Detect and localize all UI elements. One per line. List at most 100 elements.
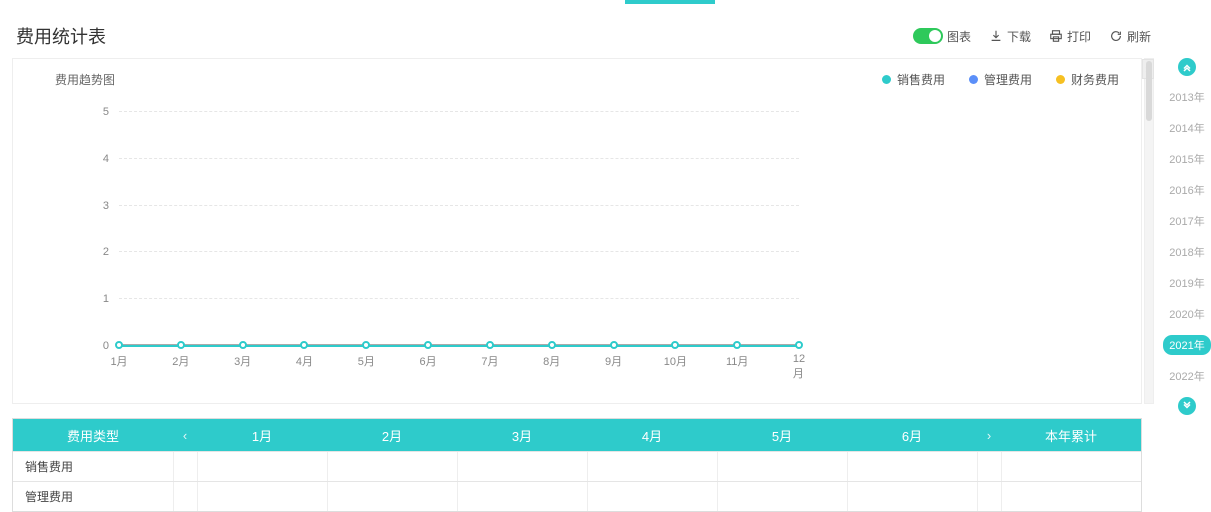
data-marker[interactable]	[733, 341, 741, 349]
cell	[847, 452, 977, 481]
x-tick-label: 2月	[172, 353, 189, 369]
y-gridline: 5	[119, 111, 799, 112]
year-option[interactable]: 2017年	[1163, 211, 1210, 231]
x-tick-label: 12月	[793, 353, 805, 381]
table-row: 管理费用	[13, 481, 1141, 511]
data-marker[interactable]	[486, 341, 494, 349]
cell	[327, 482, 457, 511]
legend-label: 管理费用	[984, 71, 1032, 88]
data-marker[interactable]	[424, 341, 432, 349]
data-marker[interactable]	[548, 341, 556, 349]
spacer	[173, 482, 197, 511]
year-down-button[interactable]	[1178, 397, 1196, 415]
y-tick-label: 5	[103, 106, 109, 118]
data-marker[interactable]	[362, 341, 370, 349]
data-marker[interactable]	[610, 341, 618, 349]
chart-card: 费用趋势图 销售费用管理费用财务费用 0123451月2月3月4月5月6月7月8…	[12, 58, 1142, 404]
legend-dot-icon	[969, 75, 978, 84]
cell	[327, 452, 457, 481]
x-tick-label: 6月	[420, 353, 437, 369]
toggle-switch-icon	[913, 28, 943, 44]
print-icon	[1049, 29, 1063, 43]
data-marker[interactable]	[115, 341, 123, 349]
scrollbar-thumb[interactable]	[1146, 61, 1152, 121]
cell	[587, 482, 717, 511]
cell	[717, 482, 847, 511]
expense-table: 费用类型‹1月2月3月4月5月6月›本年累计 销售费用管理费用	[12, 418, 1142, 512]
cell	[587, 452, 717, 481]
y-tick-label: 3	[103, 200, 109, 212]
year-option[interactable]: 2020年	[1163, 304, 1210, 324]
x-tick-label: 7月	[481, 353, 498, 369]
cell	[197, 482, 327, 511]
active-tab-indicator	[625, 0, 715, 4]
legend-item[interactable]: 销售费用	[882, 71, 945, 88]
refresh-button[interactable]: 刷新	[1109, 28, 1151, 45]
x-tick-label: 3月	[234, 353, 251, 369]
data-marker[interactable]	[239, 341, 247, 349]
spacer	[977, 452, 1001, 481]
table-body: 销售费用管理费用	[13, 451, 1141, 511]
download-icon	[989, 29, 1003, 43]
x-tick-label: 11月	[726, 353, 748, 369]
y-tick-label: 0	[103, 340, 109, 352]
row-total	[1001, 452, 1141, 481]
y-gridline: 0	[119, 345, 799, 346]
year-rail: 2013年 2014年 2015年 2016年 2017年 2018年 2019年 2020年…	[1163, 58, 1211, 415]
data-marker[interactable]	[177, 341, 185, 349]
chevron-down-icon	[1182, 401, 1192, 411]
x-tick-label: 1月	[110, 353, 127, 369]
download-label: 下载	[1007, 28, 1031, 45]
col-month: 6月	[847, 426, 977, 445]
year-option[interactable]: 2018年	[1163, 242, 1210, 262]
print-button[interactable]: 打印	[1049, 28, 1091, 45]
cell	[717, 452, 847, 481]
y-gridline: 1	[119, 298, 799, 299]
year-option[interactable]: 2021年	[1163, 335, 1210, 355]
legend-dot-icon	[1056, 75, 1065, 84]
x-axis	[119, 344, 799, 345]
table-prev-button[interactable]: ‹	[173, 428, 197, 443]
x-tick-label: 9月	[605, 353, 622, 369]
col-expense-type: 费用类型	[13, 426, 173, 445]
year-option[interactable]: 2013年	[1163, 87, 1210, 107]
row-label: 管理费用	[13, 482, 173, 511]
legend-item[interactable]: 管理费用	[969, 71, 1032, 88]
legend-item[interactable]: 财务费用	[1056, 71, 1119, 88]
download-button[interactable]: 下载	[989, 28, 1031, 45]
toolbar: 图表 下载 打印 刷新	[913, 28, 1151, 45]
year-up-button[interactable]	[1178, 58, 1196, 76]
refresh-label: 刷新	[1127, 28, 1151, 45]
year-option[interactable]: 2016年	[1163, 180, 1210, 200]
spacer	[173, 452, 197, 481]
table-header: 费用类型‹1月2月3月4月5月6月›本年累计	[13, 419, 1141, 451]
year-option[interactable]: 2022年	[1163, 366, 1210, 386]
x-tick-label: 8月	[543, 353, 560, 369]
scrollbar[interactable]: »	[1144, 58, 1154, 404]
spacer	[977, 482, 1001, 511]
year-option[interactable]: 2019年	[1163, 273, 1210, 293]
chevron-up-icon	[1182, 62, 1192, 72]
table-row: 销售费用	[13, 451, 1141, 481]
header: 费用统计表 图表 下载 打印 刷新	[16, 18, 1151, 54]
x-tick-label: 10月	[664, 353, 687, 369]
x-tick-label: 4月	[296, 353, 313, 369]
chart-plot-area: 0123451月2月3月4月5月6月7月8月9月10月11月12月	[119, 111, 799, 345]
cell	[457, 452, 587, 481]
data-marker[interactable]	[671, 341, 679, 349]
chart-toggle[interactable]: 图表	[913, 28, 971, 45]
year-option[interactable]: 2014年	[1163, 118, 1210, 138]
chart-legend: 销售费用 管理费用 财务费用	[882, 71, 1119, 88]
data-marker[interactable]	[795, 341, 803, 349]
data-marker[interactable]	[300, 341, 308, 349]
x-tick-label: 5月	[358, 353, 375, 369]
refresh-icon	[1109, 29, 1123, 43]
col-month: 4月	[587, 426, 717, 445]
year-option[interactable]: 2015年	[1163, 149, 1210, 169]
row-label: 销售费用	[13, 452, 173, 481]
chart-toggle-label: 图表	[947, 28, 971, 45]
print-label: 打印	[1067, 28, 1091, 45]
table-next-button[interactable]: ›	[977, 428, 1001, 443]
legend-dot-icon	[882, 75, 891, 84]
y-tick-label: 1	[103, 293, 109, 305]
